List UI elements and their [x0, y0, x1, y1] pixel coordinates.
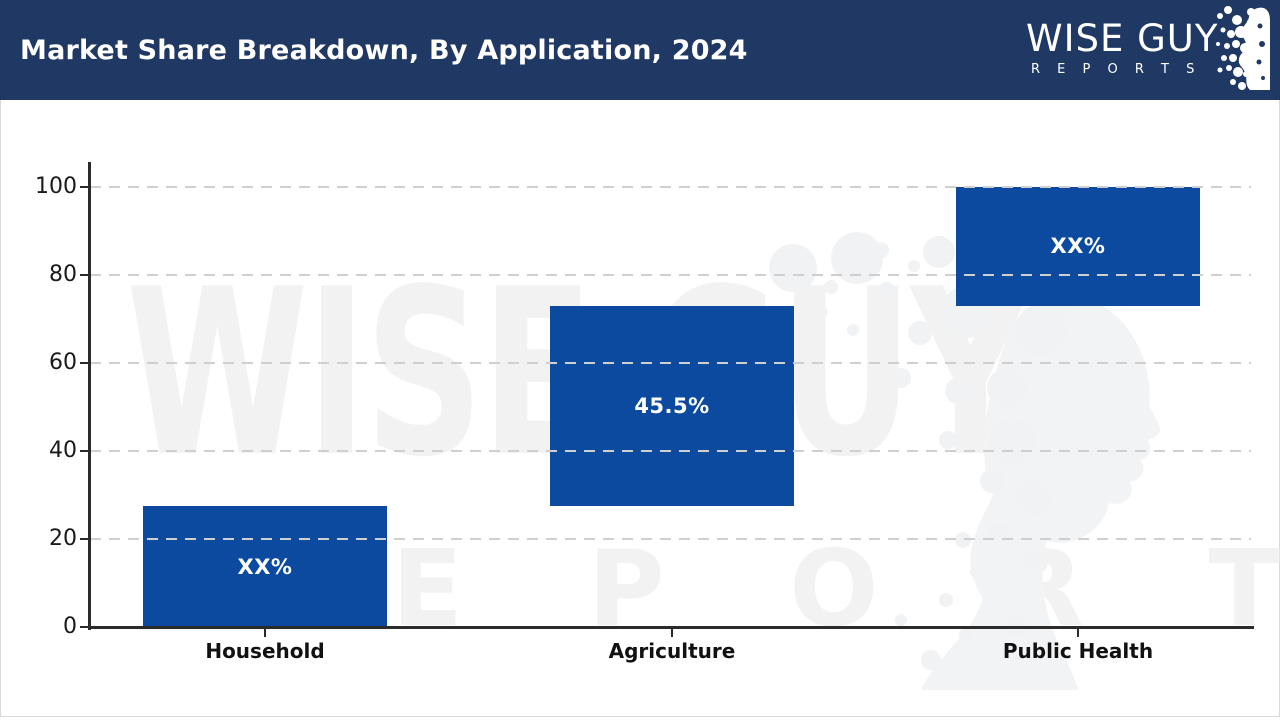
- x-axis-tick-3: [1077, 629, 1079, 637]
- logo-subtext: R E P O R T S: [1031, 62, 1201, 77]
- y-axis-tick-40: [80, 450, 88, 452]
- category-label-household: Household: [205, 639, 325, 663]
- page-title: Market Share Breakdown, By Application, …: [20, 34, 748, 66]
- y-axis-label-20: 20: [49, 526, 77, 551]
- x-axis-tick-2: [671, 629, 673, 637]
- header-bar: Market Share Breakdown, By Application, …: [0, 0, 1280, 100]
- y-axis-label-0: 0: [63, 614, 77, 639]
- y-axis-tick-100: [80, 186, 88, 188]
- y-axis-tick-60: [80, 362, 88, 364]
- bar-value-label: XX%: [237, 554, 293, 579]
- y-axis-label-80: 80: [49, 262, 77, 287]
- wise-guy-reports-logo: WISE GUY R E P O R T S: [1026, 6, 1270, 90]
- bar-value-label: 45.5%: [634, 393, 710, 418]
- gridline-20: [90, 538, 1251, 540]
- gridline-60: [90, 362, 1251, 364]
- gridline-100: [90, 186, 1251, 188]
- category-label-agriculture: Agriculture: [608, 639, 736, 663]
- logo-wordmark: WISE GUY: [1026, 17, 1218, 60]
- y-axis-label-40: 40: [49, 438, 77, 463]
- gridline-80: [90, 274, 1251, 276]
- y-axis-label-60: 60: [49, 350, 77, 375]
- gridline-40: [90, 450, 1251, 452]
- logo-face-icon: [1238, 7, 1270, 90]
- y-axis-tick-20: [80, 538, 88, 540]
- chart-canvas: WISE GUY R E P O R T S XX%45.5%XX%020406…: [0, 100, 1280, 717]
- logo-dots-icon: [1216, 6, 1255, 90]
- bar-value-label: XX%: [1050, 234, 1106, 259]
- y-axis-tick-0: [80, 626, 88, 628]
- y-axis-line: [88, 162, 91, 630]
- y-axis-label-100: 100: [35, 174, 77, 199]
- category-label-public-health: Public Health: [1002, 639, 1154, 663]
- bar-public-health: XX%: [956, 187, 1200, 306]
- x-axis-tick-1: [264, 629, 266, 637]
- bar-agriculture: 45.5%: [550, 305, 794, 506]
- plot-area: XX% 45.5% XX% 0 20 40 60 80 100 Household Agricult…: [1, 100, 1280, 717]
- y-axis-tick-80: [80, 274, 88, 276]
- x-axis-line: [88, 626, 1254, 629]
- bar-household: XX%: [143, 506, 387, 627]
